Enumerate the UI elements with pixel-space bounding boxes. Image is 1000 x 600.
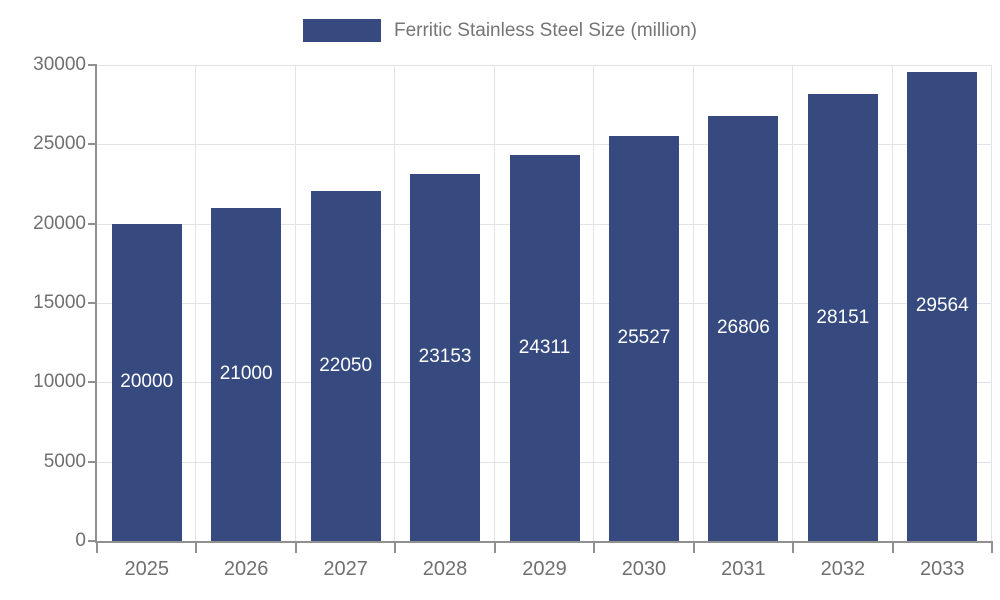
y-axis-tick-label: 0 — [75, 530, 86, 551]
x-axis-tick — [195, 541, 198, 553]
x-axis-tick — [593, 541, 596, 553]
x-axis-tick — [294, 541, 297, 553]
gridline-vertical — [294, 65, 296, 541]
y-axis-tick-label: 15000 — [33, 292, 86, 313]
bar-value-label: 26806 — [716, 317, 770, 339]
gridline-vertical — [394, 65, 396, 541]
x-axis-tick — [394, 541, 397, 553]
y-axis-tick — [88, 381, 97, 384]
gridline-vertical — [891, 65, 893, 541]
bar[interactable] — [410, 173, 481, 541]
x-axis-tick-label: 2033 — [920, 558, 965, 580]
x-axis-tick-label: 2025 — [124, 558, 169, 580]
gridline-vertical — [593, 65, 595, 541]
bar-value-label: 24311 — [518, 337, 571, 359]
bar[interactable] — [608, 135, 679, 541]
y-axis-tick-label: 30000 — [33, 54, 86, 75]
gridline-vertical — [991, 65, 992, 541]
bar-value-label: 25527 — [617, 327, 671, 349]
bar-value-label: 22050 — [319, 355, 373, 377]
bar-value-label: 29564 — [915, 295, 969, 317]
y-axis-tick-label: 10000 — [33, 371, 86, 393]
y-axis-tick-label: 25000 — [33, 133, 86, 155]
bar[interactable] — [907, 71, 978, 541]
x-axis-tick — [792, 541, 795, 553]
legend-swatch-icon — [302, 19, 381, 42]
x-axis-tick — [891, 541, 894, 553]
y-axis-tick — [88, 222, 97, 225]
bar[interactable] — [708, 115, 779, 541]
x-axis-tick — [493, 541, 496, 553]
bar[interactable] — [509, 155, 580, 541]
bar-value-label: 20000 — [120, 371, 174, 393]
y-axis-tick — [88, 540, 97, 542]
bar-value-label: 21000 — [219, 363, 273, 385]
bar-value-label: 23153 — [418, 346, 472, 368]
gridline-vertical — [493, 65, 495, 541]
x-axis-tick-label: 2031 — [721, 558, 766, 580]
gridline-vertical — [195, 65, 197, 541]
gridline-horizontal — [97, 65, 992, 66]
gridline-horizontal — [97, 144, 992, 146]
y-axis-tick — [88, 302, 97, 304]
x-axis-tick-label: 2026 — [223, 558, 269, 580]
x-axis-tick — [991, 541, 993, 553]
y-axis-tick — [88, 143, 97, 146]
bar[interactable] — [807, 94, 878, 541]
bar-value-label: 28151 — [816, 306, 870, 328]
x-axis-tick-label: 2032 — [820, 558, 866, 580]
x-axis-tick-label: 2029 — [522, 558, 567, 580]
x-axis-tick — [96, 541, 98, 553]
legend-label: Ferritic Stainless Steel Size (million) — [393, 20, 698, 41]
gridline-vertical — [692, 65, 694, 541]
x-axis-tick-label: 2030 — [621, 558, 667, 580]
y-axis-tick — [88, 64, 97, 66]
bar[interactable] — [111, 223, 182, 541]
bar[interactable] — [211, 207, 282, 541]
y-axis-tick-label: 5000 — [43, 450, 86, 472]
x-axis-tick — [692, 541, 695, 553]
gridline-vertical — [792, 65, 794, 541]
bar[interactable] — [310, 191, 381, 541]
legend-item[interactable]: Ferritic Stainless Steel Size (million) — [0, 19, 1000, 42]
x-axis-tick-label: 2028 — [422, 558, 468, 580]
x-axis-tick-label: 2027 — [323, 558, 368, 580]
y-axis-tick — [88, 460, 97, 463]
plot-area: 20000 21000 22050 23153 24311 25527 26806 28151… — [95, 65, 992, 543]
y-axis-tick-label: 20000 — [33, 212, 86, 234]
